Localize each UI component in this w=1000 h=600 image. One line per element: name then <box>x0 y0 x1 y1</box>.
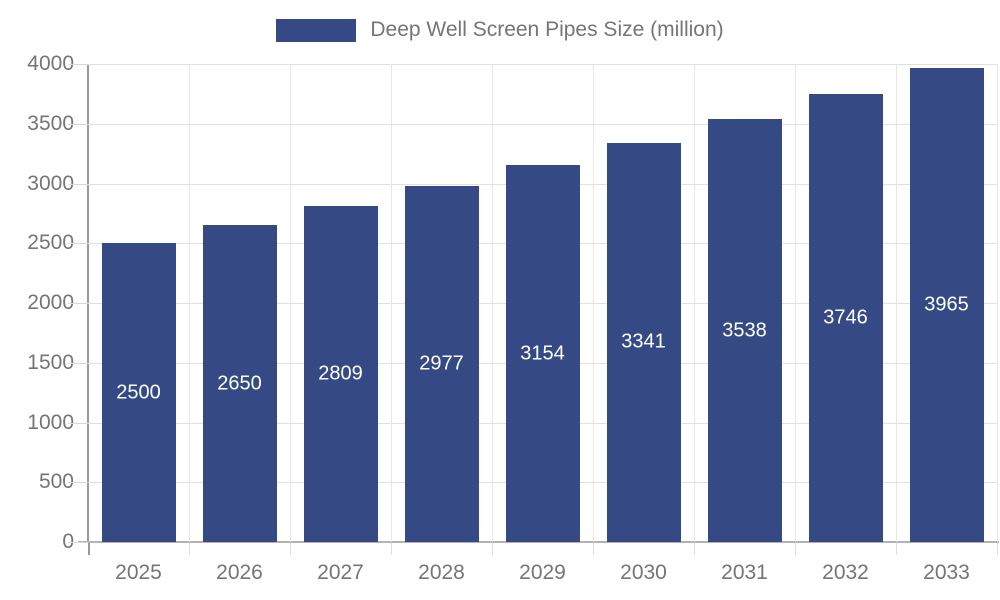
y-axis-tick <box>68 64 88 65</box>
bar: 3341 <box>606 142 681 542</box>
bar-value-label: 2650 <box>217 372 262 395</box>
x-axis-tick <box>88 543 90 555</box>
bar-value-label: 3965 <box>924 293 969 316</box>
legend-swatch <box>276 18 357 42</box>
bar: 3746 <box>808 94 883 542</box>
x-tick-label: 2031 <box>721 561 768 584</box>
y-axis-tick <box>68 183 88 185</box>
y-tick-label: 3500 <box>27 111 74 135</box>
bar: 2500 <box>101 243 176 542</box>
gridline-v <box>795 64 796 542</box>
y-axis-tick <box>68 542 88 543</box>
gridline-v <box>896 64 897 542</box>
y-axis-tick <box>68 243 88 245</box>
y-axis-tick <box>68 123 88 125</box>
legend-label: Deep Well Screen Pipes Size (million) <box>370 18 724 41</box>
y-tick-label: 2000 <box>27 291 74 314</box>
x-axis-tick <box>593 543 594 555</box>
y-tick-label: 4000 <box>27 52 74 75</box>
y-tick-label: 500 <box>38 470 74 494</box>
x-tick-label: 2027 <box>317 561 364 584</box>
x-axis-tick <box>997 543 998 555</box>
y-axis-tick <box>68 482 88 484</box>
bar: 3965 <box>909 68 984 542</box>
x-tick-label: 2026 <box>216 561 263 584</box>
x-axis-tick <box>694 543 695 555</box>
bar-value-label: 3746 <box>823 306 868 329</box>
gridline-v <box>391 64 392 542</box>
gridline-v <box>694 64 695 542</box>
bar-value-label: 2977 <box>419 352 464 375</box>
gridline-v <box>492 64 493 542</box>
gridline-v <box>997 64 998 542</box>
x-axis-tick <box>896 543 897 555</box>
bar-value-label: 2809 <box>318 362 363 385</box>
x-tick-label: 2033 <box>923 561 970 584</box>
bar: 3538 <box>707 119 782 542</box>
gridline-v <box>189 64 190 542</box>
gridline-v <box>593 64 594 542</box>
gridline-h <box>88 123 997 125</box>
y-axis-tick <box>68 303 88 304</box>
bar: 2977 <box>404 186 479 542</box>
x-tick-label: 2032 <box>822 561 869 584</box>
bar-value-label: 3154 <box>520 342 565 365</box>
gridline-h <box>88 64 997 65</box>
bar: 3154 <box>505 165 580 542</box>
y-tick-label: 2500 <box>27 231 74 255</box>
legend: Deep Well Screen Pipes Size (million) <box>0 18 1000 42</box>
x-tick-label: 2025 <box>115 561 162 584</box>
x-axis-line <box>78 541 999 543</box>
x-axis-tick <box>189 543 190 555</box>
y-tick-label: 0 <box>2 530 74 554</box>
bar: 2809 <box>303 206 378 542</box>
plot-area: 2500 2650 2809 2977 3154 3341 3538 3746 3965 <box>88 64 998 542</box>
bar: 2650 <box>202 225 277 542</box>
bar-value-label: 3341 <box>621 330 666 353</box>
y-tick-label: 3000 <box>27 171 74 195</box>
bar-value-label: 2500 <box>116 381 161 404</box>
y-axis-tick <box>68 422 88 424</box>
x-tick-label: 2030 <box>620 561 667 584</box>
x-axis-tick <box>492 543 493 555</box>
y-tick-label: 1000 <box>27 410 74 434</box>
y-axis-tick <box>68 362 88 364</box>
x-axis-tick <box>391 543 392 555</box>
x-axis-tick <box>795 543 796 555</box>
y-tick-label: 1500 <box>27 350 74 374</box>
x-tick-label: 2029 <box>519 561 566 584</box>
gridline-v <box>290 64 291 542</box>
x-axis-tick <box>290 543 291 555</box>
bar-value-label: 3538 <box>722 319 767 342</box>
x-tick-label: 2028 <box>418 561 465 584</box>
